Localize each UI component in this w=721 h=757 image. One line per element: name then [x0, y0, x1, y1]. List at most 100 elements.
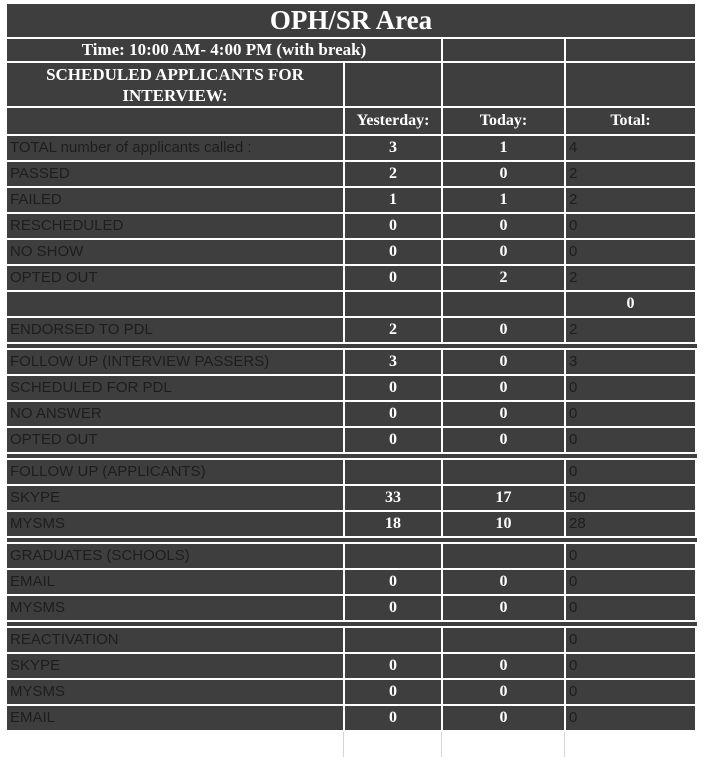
yesterday-value-cell: 0	[345, 376, 443, 402]
total-value-cell: 2	[566, 266, 698, 292]
total-value-cell: 4	[566, 136, 698, 162]
today-value-cell: 0	[443, 318, 566, 344]
total-value-cell: 2	[566, 318, 698, 344]
yesterday-value-cell: 0	[345, 570, 443, 596]
today-value-cell: 0	[443, 680, 566, 706]
row-label-cell: RESCHEDULED	[7, 214, 345, 240]
total-value-cell: 0	[566, 680, 698, 706]
empty-cell	[566, 63, 698, 108]
table-row: PASSED 2 0 2	[7, 162, 698, 188]
page-title: OPH/SR Area	[7, 4, 698, 39]
yesterday-value-cell: 0	[345, 214, 443, 240]
row-label-cell: SCHEDULED FOR PDL	[7, 376, 345, 402]
table-row: RESCHEDULED 0 0 0	[7, 214, 698, 240]
empty-cell	[443, 63, 566, 108]
section-spacer	[7, 622, 698, 628]
today-value-cell: 1	[443, 136, 566, 162]
table-row: NO SHOW 0 0 0	[7, 240, 698, 266]
today-value-cell: 0	[443, 570, 566, 596]
today-value-cell	[443, 628, 566, 654]
today-value-cell: 0	[443, 428, 566, 454]
row-label-cell: MYSMS	[7, 680, 345, 706]
row-label-cell: MYSMS	[7, 512, 345, 538]
table-row: MYSMS 18 10 28	[7, 512, 698, 538]
today-value-cell: 0	[443, 654, 566, 680]
row-label-cell: OPTED OUT	[7, 428, 345, 454]
total-value-cell: 0	[566, 706, 698, 732]
table-row: MYSMS 0 0 0	[7, 596, 698, 622]
row-label-cell: SKYPE	[7, 486, 345, 512]
column-gridline	[441, 732, 442, 757]
col-header-today: Today:	[443, 108, 566, 136]
spacer-row	[7, 454, 698, 460]
table-row: 0	[7, 292, 698, 318]
table-row: ENDORSED TO PDL 2 0 2	[7, 318, 698, 344]
total-value-cell: 0	[566, 214, 698, 240]
spacer-row	[7, 622, 698, 628]
yesterday-value-cell: 3	[345, 350, 443, 376]
row-label-cell: FOLLOW UP (APPLICANTS)	[7, 460, 345, 486]
total-value-cell: 0	[566, 428, 698, 454]
col-header-total: Total:	[566, 108, 698, 136]
row-label-cell: GRADUATES (SCHOOLS)	[7, 544, 345, 570]
yesterday-value-cell: 18	[345, 512, 443, 538]
empty-cell	[345, 63, 443, 108]
table-row: EMAIL 0 0 0	[7, 706, 698, 732]
today-value-cell: 0	[443, 402, 566, 428]
today-value-cell: 0	[443, 350, 566, 376]
row-label-cell: NO ANSWER	[7, 402, 345, 428]
yesterday-value-cell	[345, 460, 443, 486]
spacer-row	[7, 344, 698, 350]
row-label-cell: NO SHOW	[7, 240, 345, 266]
yesterday-value-cell: 0	[345, 240, 443, 266]
total-value-cell: 0	[566, 376, 698, 402]
table-row: NO ANSWER 0 0 0	[7, 402, 698, 428]
row-label-cell: TOTAL number of applicants called :	[7, 136, 345, 162]
today-value-cell: 17	[443, 486, 566, 512]
title-row: OPH/SR Area	[7, 4, 698, 39]
table-row: FAILED 1 1 2	[7, 188, 698, 214]
yesterday-value-cell	[345, 628, 443, 654]
total-value-cell: 3	[566, 350, 698, 376]
total-value-cell: 0	[566, 240, 698, 266]
today-value-cell: 2	[443, 266, 566, 292]
row-label-cell: EMAIL	[7, 706, 345, 732]
spreadsheet: OPH/SR Area Time: 10:00 AM- 4:00 PM (wit…	[7, 4, 698, 732]
column-header-row: Yesterday: Today: Total:	[7, 108, 698, 136]
table-row: SKYPE 33 17 50	[7, 486, 698, 512]
yesterday-value-cell: 3	[345, 136, 443, 162]
yesterday-value-cell: 0	[345, 266, 443, 292]
yesterday-value-cell	[345, 292, 443, 318]
row-label-cell: SKYPE	[7, 654, 345, 680]
yesterday-value-cell: 1	[345, 188, 443, 214]
total-value-cell: 0	[566, 402, 698, 428]
row-label-cell: FAILED	[7, 188, 345, 214]
today-value-cell: 0	[443, 240, 566, 266]
today-value-cell: 0	[443, 214, 566, 240]
table-row: SCHEDULED FOR PDL 0 0 0	[7, 376, 698, 402]
section-spacer	[7, 344, 698, 350]
section-label: SCHEDULED APPLICANTS FOR INTERVIEW:	[7, 63, 345, 108]
spacer-row	[7, 538, 698, 544]
column-gridline	[343, 732, 344, 757]
total-value-cell: 0	[566, 292, 698, 318]
row-label-cell	[7, 292, 345, 318]
empty-cell	[7, 108, 345, 136]
yesterday-value-cell: 2	[345, 162, 443, 188]
table-row: REACTIVATION 0	[7, 628, 698, 654]
section-spacer	[7, 538, 698, 544]
section-header-row: SCHEDULED APPLICANTS FOR INTERVIEW:	[7, 63, 698, 108]
row-label-cell: REACTIVATION	[7, 628, 345, 654]
total-value-cell: 50	[566, 486, 698, 512]
today-value-cell	[443, 460, 566, 486]
total-value-cell: 0	[566, 544, 698, 570]
yesterday-value-cell: 0	[345, 654, 443, 680]
total-value-cell: 2	[566, 188, 698, 214]
yesterday-value-cell: 0	[345, 402, 443, 428]
row-label-cell: OPTED OUT	[7, 266, 345, 292]
total-value-cell: 0	[566, 460, 698, 486]
section-spacer	[7, 454, 698, 460]
total-value-cell: 28	[566, 512, 698, 538]
row-label-cell: PASSED	[7, 162, 345, 188]
yesterday-value-cell	[345, 544, 443, 570]
